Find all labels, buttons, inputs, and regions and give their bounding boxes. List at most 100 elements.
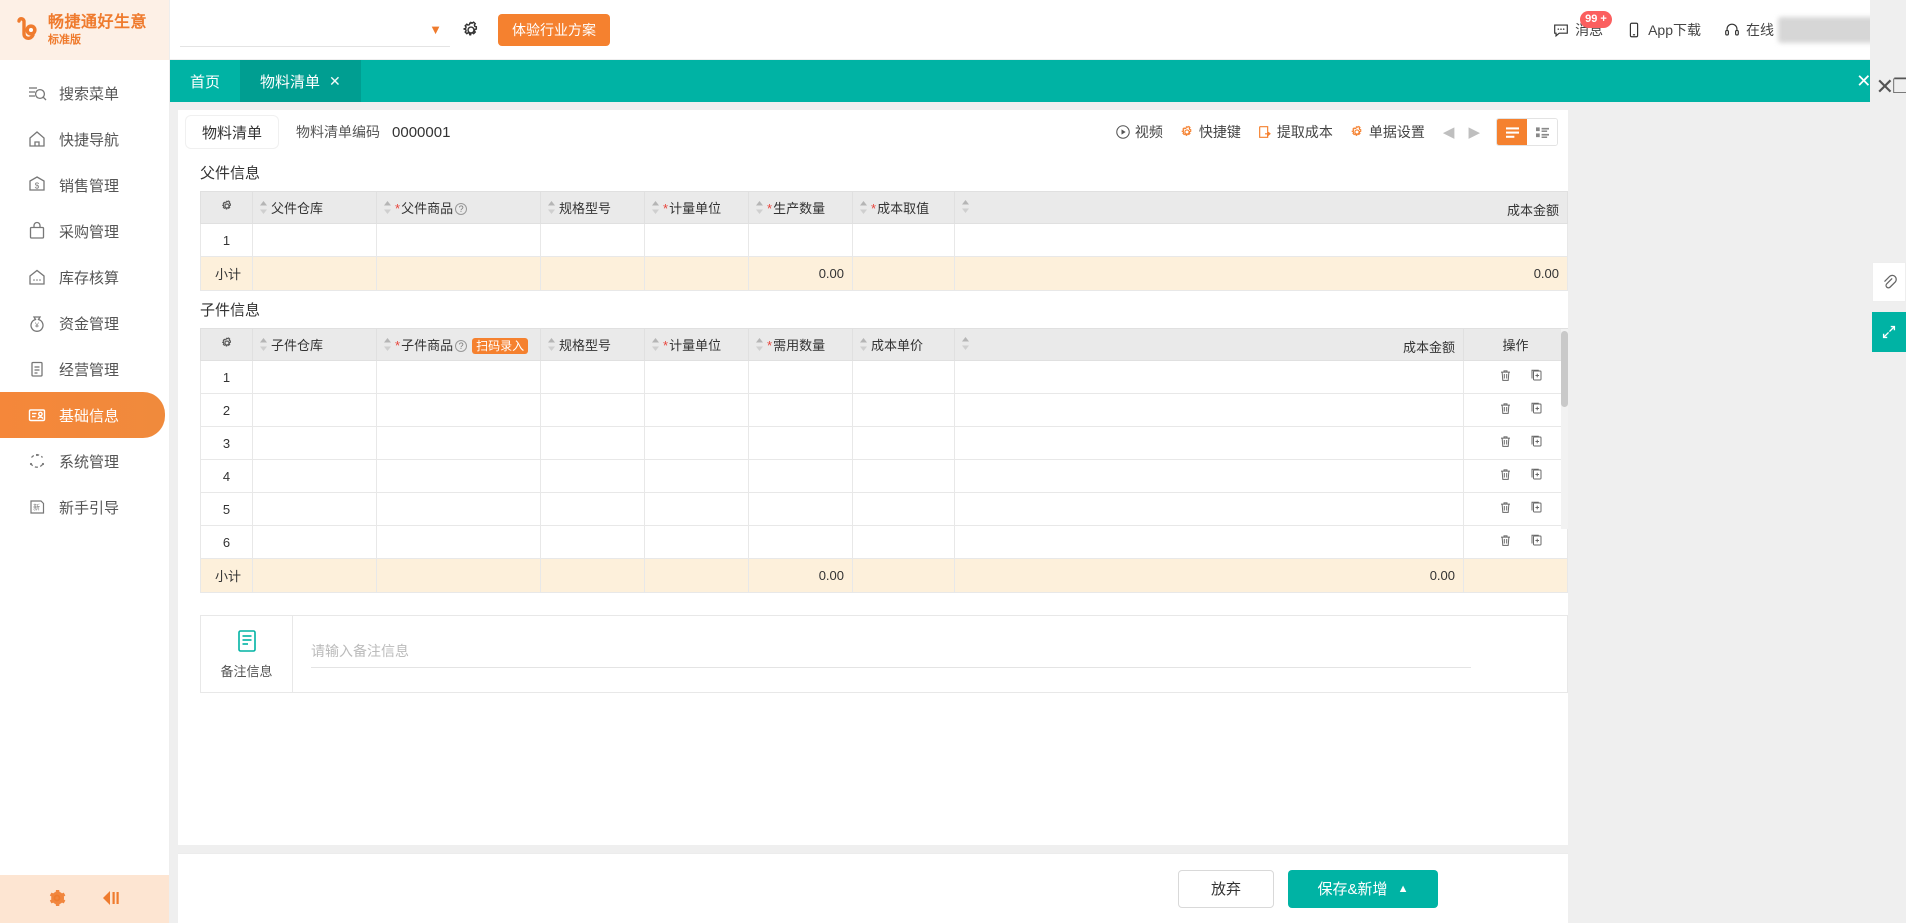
chevron-down-icon[interactable]: ▼ xyxy=(429,21,442,37)
close-icon[interactable]: ✕ xyxy=(1856,70,1872,91)
tab-home[interactable]: 首页 xyxy=(170,60,240,102)
cell-amount[interactable] xyxy=(954,459,1464,493)
cell-product[interactable] xyxy=(376,525,541,559)
scan-entry-badge[interactable]: 扫码录入 xyxy=(472,337,529,354)
app-download-button[interactable]: App下载 xyxy=(1625,20,1701,40)
sort-icon[interactable] xyxy=(383,201,392,217)
table-row[interactable]: 1 xyxy=(200,360,1568,394)
sort-icon[interactable] xyxy=(859,201,868,217)
cell-unit-cost[interactable] xyxy=(852,393,955,427)
cell-unit[interactable] xyxy=(644,393,749,427)
table-row[interactable]: 5 xyxy=(200,492,1568,526)
copy-row-icon[interactable] xyxy=(1529,434,1544,452)
child-col-qty[interactable]: *需用数量 xyxy=(748,328,853,361)
messages-button[interactable]: 消息 99 + xyxy=(1552,10,1612,40)
cell-qty[interactable] xyxy=(748,393,853,427)
column-settings-gear-icon[interactable] xyxy=(200,328,253,361)
child-col-unit[interactable]: *计量单位 xyxy=(644,328,749,361)
cell-amount[interactable] xyxy=(954,525,1464,559)
copy-row-icon[interactable] xyxy=(1529,401,1544,419)
sort-icon[interactable] xyxy=(961,336,970,353)
delete-icon[interactable] xyxy=(1498,500,1513,518)
triangle-right-icon[interactable]: ▶ xyxy=(1468,124,1480,141)
delete-icon[interactable] xyxy=(1498,368,1513,386)
org-select[interactable]: ▼ xyxy=(180,13,450,47)
doc-settings-button[interactable]: 单据设置 xyxy=(1349,122,1425,142)
cell-qty[interactable] xyxy=(748,360,853,394)
cell-qty[interactable] xyxy=(748,492,853,526)
child-col-product[interactable]: *子件商品? 扫码录入 xyxy=(376,328,541,361)
table-row[interactable]: 6 xyxy=(200,525,1568,559)
cell-amount[interactable] xyxy=(954,393,1464,427)
cell-unit[interactable] xyxy=(644,525,749,559)
parent-col-product[interactable]: *父件商品? xyxy=(376,191,541,224)
sort-icon[interactable] xyxy=(547,338,556,354)
cell-warehouse[interactable] xyxy=(252,459,377,493)
cancel-button[interactable]: 放弃 xyxy=(1178,869,1274,908)
sort-icon[interactable] xyxy=(383,338,392,354)
cell-unit-cost[interactable] xyxy=(852,525,955,559)
cell-spec[interactable] xyxy=(540,459,645,493)
sidebar-item-quick-nav[interactable]: 快捷导航 xyxy=(0,116,169,162)
cell-warehouse[interactable] xyxy=(252,360,377,394)
tab-bom[interactable]: 物料清单 ✕ xyxy=(240,60,361,102)
video-button[interactable]: 视频 xyxy=(1115,122,1163,142)
sort-icon[interactable] xyxy=(859,338,868,354)
help-icon[interactable]: ? xyxy=(455,340,468,353)
sidebar-item-inventory[interactable]: 库存核算 xyxy=(0,254,169,300)
delete-icon[interactable] xyxy=(1498,434,1513,452)
cell-unit[interactable] xyxy=(644,223,749,257)
parent-col-qty[interactable]: *生产数量 xyxy=(748,191,853,224)
gear-icon[interactable] xyxy=(47,888,67,911)
triangle-left-icon[interactable]: ◀ xyxy=(1442,124,1455,141)
cell-spec[interactable] xyxy=(540,223,645,257)
cell-amount[interactable] xyxy=(954,492,1464,526)
sidebar-item-operations[interactable]: 经营管理 xyxy=(0,346,169,392)
collapse-arrow-icon[interactable] xyxy=(100,889,122,910)
cell-warehouse[interactable] xyxy=(252,393,377,427)
shortcut-key-button[interactable]: 快捷键 xyxy=(1179,122,1241,142)
cell-unit[interactable] xyxy=(644,426,749,460)
cell-warehouse[interactable] xyxy=(252,492,377,526)
sort-icon[interactable] xyxy=(259,338,268,354)
cell-warehouse[interactable] xyxy=(252,223,377,257)
child-col-unit-cost[interactable]: 成本单价 xyxy=(852,328,955,361)
parent-col-spec[interactable]: 规格型号 xyxy=(540,191,645,224)
cell-spec[interactable] xyxy=(540,360,645,394)
cell-unit-cost[interactable] xyxy=(852,492,955,526)
copy-row-icon[interactable] xyxy=(1529,467,1544,485)
cell-amount[interactable] xyxy=(954,360,1464,394)
close-icon[interactable]: ✕ xyxy=(329,72,341,89)
sort-icon[interactable] xyxy=(651,338,660,354)
sidebar-item-purchase[interactable]: 采购管理 xyxy=(0,208,169,254)
copy-row-icon[interactable] xyxy=(1529,533,1544,551)
delete-icon[interactable] xyxy=(1498,401,1513,419)
cell-spec[interactable] xyxy=(540,426,645,460)
list-view-icon[interactable] xyxy=(1497,119,1527,145)
expand-fullscreen-icon[interactable] xyxy=(1872,312,1906,352)
cell-spec[interactable] xyxy=(540,393,645,427)
extract-cost-button[interactable]: 提取成本 xyxy=(1257,122,1333,142)
sort-icon[interactable] xyxy=(755,338,764,354)
copy-row-icon[interactable] xyxy=(1529,500,1544,518)
cell-cost-source[interactable] xyxy=(852,223,955,257)
cell-product[interactable] xyxy=(376,393,541,427)
cell-amount[interactable] xyxy=(954,223,1568,257)
child-col-spec[interactable]: 规格型号 xyxy=(540,328,645,361)
sidebar-item-sales[interactable]: $ 销售管理 xyxy=(0,162,169,208)
doc-type-chip[interactable]: 物料清单 xyxy=(186,116,279,148)
org-settings-gear-icon[interactable] xyxy=(460,19,482,41)
delete-icon[interactable] xyxy=(1498,467,1513,485)
cell-unit-cost[interactable] xyxy=(852,459,955,493)
cell-unit[interactable] xyxy=(644,459,749,493)
card-view-icon[interactable] xyxy=(1527,119,1557,145)
cell-warehouse[interactable] xyxy=(252,525,377,559)
caret-up-icon[interactable]: ▲ xyxy=(1397,882,1409,895)
sidebar-item-funds[interactable]: ¥ 资金管理 xyxy=(0,300,169,346)
copy-row-icon[interactable] xyxy=(1529,368,1544,386)
child-col-warehouse[interactable]: 子件仓库 xyxy=(252,328,377,361)
cell-warehouse[interactable] xyxy=(252,426,377,460)
sort-icon[interactable] xyxy=(651,201,660,217)
window-restore-icon[interactable]: ❐ xyxy=(1892,76,1906,98)
experience-solution-button[interactable]: 体验行业方案 xyxy=(498,13,610,46)
